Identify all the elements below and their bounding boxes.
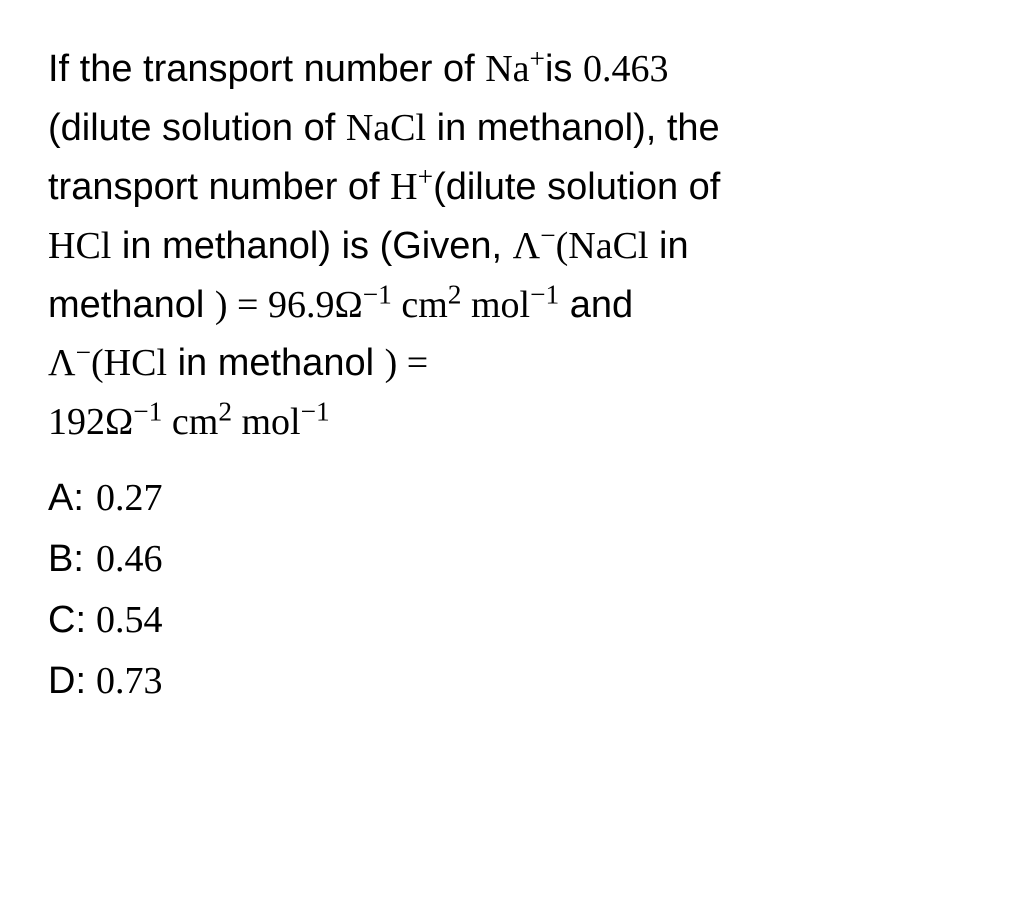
- option-d[interactable]: D: 0.73: [48, 653, 984, 710]
- option-d-value: 0.73: [96, 660, 163, 702]
- option-a-value: 0.27: [96, 477, 163, 519]
- cm-sq-2: 2: [218, 397, 232, 427]
- options-list: A: 0.27 B: 0.46 C: 0.54 D: 0.73: [48, 470, 984, 710]
- omega-2: Ω: [105, 401, 133, 443]
- h-charge: +: [418, 161, 433, 191]
- option-c[interactable]: C: 0.54: [48, 592, 984, 649]
- cm-2: cm: [162, 401, 218, 443]
- cm-sq-1: 2: [448, 279, 462, 309]
- lparen-1: (: [556, 225, 569, 267]
- cm-1: cm: [392, 284, 448, 326]
- omega-neg1-1: −1: [363, 279, 392, 309]
- option-d-label: D:: [48, 653, 96, 710]
- q-text-1b: is: [545, 48, 583, 90]
- na-charge: +: [530, 43, 545, 73]
- option-b[interactable]: B: 0.46: [48, 531, 984, 588]
- h-symbol: H: [390, 166, 417, 208]
- option-c-label: C:: [48, 592, 96, 649]
- q-text-6: in methanol: [167, 342, 385, 384]
- hcl-symbol-2: HCl: [104, 342, 167, 384]
- rparen-2: ): [385, 342, 398, 384]
- q-text-5: methanol: [48, 284, 215, 326]
- nacl-symbol-2: NaCl: [568, 225, 648, 267]
- option-b-label: B:: [48, 531, 96, 588]
- option-b-value: 0.46: [96, 538, 163, 580]
- lparen-2: (: [91, 342, 104, 384]
- hcl-symbol-1: HCl: [48, 225, 111, 267]
- option-a-label: A:: [48, 470, 96, 527]
- lambda-minus-2: −: [76, 338, 91, 368]
- option-c-value: 0.54: [96, 599, 163, 641]
- q-text-3b: (dilute solution of: [433, 166, 720, 208]
- mol-1: mol: [461, 284, 530, 326]
- value-192: 192: [48, 401, 105, 443]
- nacl-symbol-1: NaCl: [346, 107, 426, 149]
- lambda-minus-1: −: [540, 220, 555, 250]
- lambda-2: Λ: [48, 342, 76, 384]
- value-0463: 0.463: [583, 48, 669, 90]
- q-text-4: in methanol) is (Given,: [111, 225, 512, 267]
- mol-neg1-1: −1: [530, 279, 559, 309]
- q-text-5b: and: [559, 284, 633, 326]
- mol-neg1-2: −1: [301, 397, 330, 427]
- option-a[interactable]: A: 0.27: [48, 470, 984, 527]
- q-text-3: transport number of: [48, 166, 390, 208]
- q-text-2b: in methanol), the: [426, 107, 720, 149]
- rparen-1: ): [215, 284, 228, 326]
- question-text: If the transport number of Na+is 0.463 (…: [48, 40, 984, 452]
- q-text-1: If the transport number of: [48, 48, 485, 90]
- mol-2: mol: [232, 401, 301, 443]
- value-969: 96.9: [268, 284, 335, 326]
- na-symbol: Na: [485, 48, 529, 90]
- q-text-2: (dilute solution of: [48, 107, 346, 149]
- q-text-4b: in: [649, 225, 689, 267]
- lambda-1: Λ: [513, 225, 541, 267]
- equals-2: =: [397, 342, 428, 384]
- omega-neg1-2: −1: [133, 397, 162, 427]
- equals-1: =: [228, 284, 268, 326]
- omega-1: Ω: [334, 284, 362, 326]
